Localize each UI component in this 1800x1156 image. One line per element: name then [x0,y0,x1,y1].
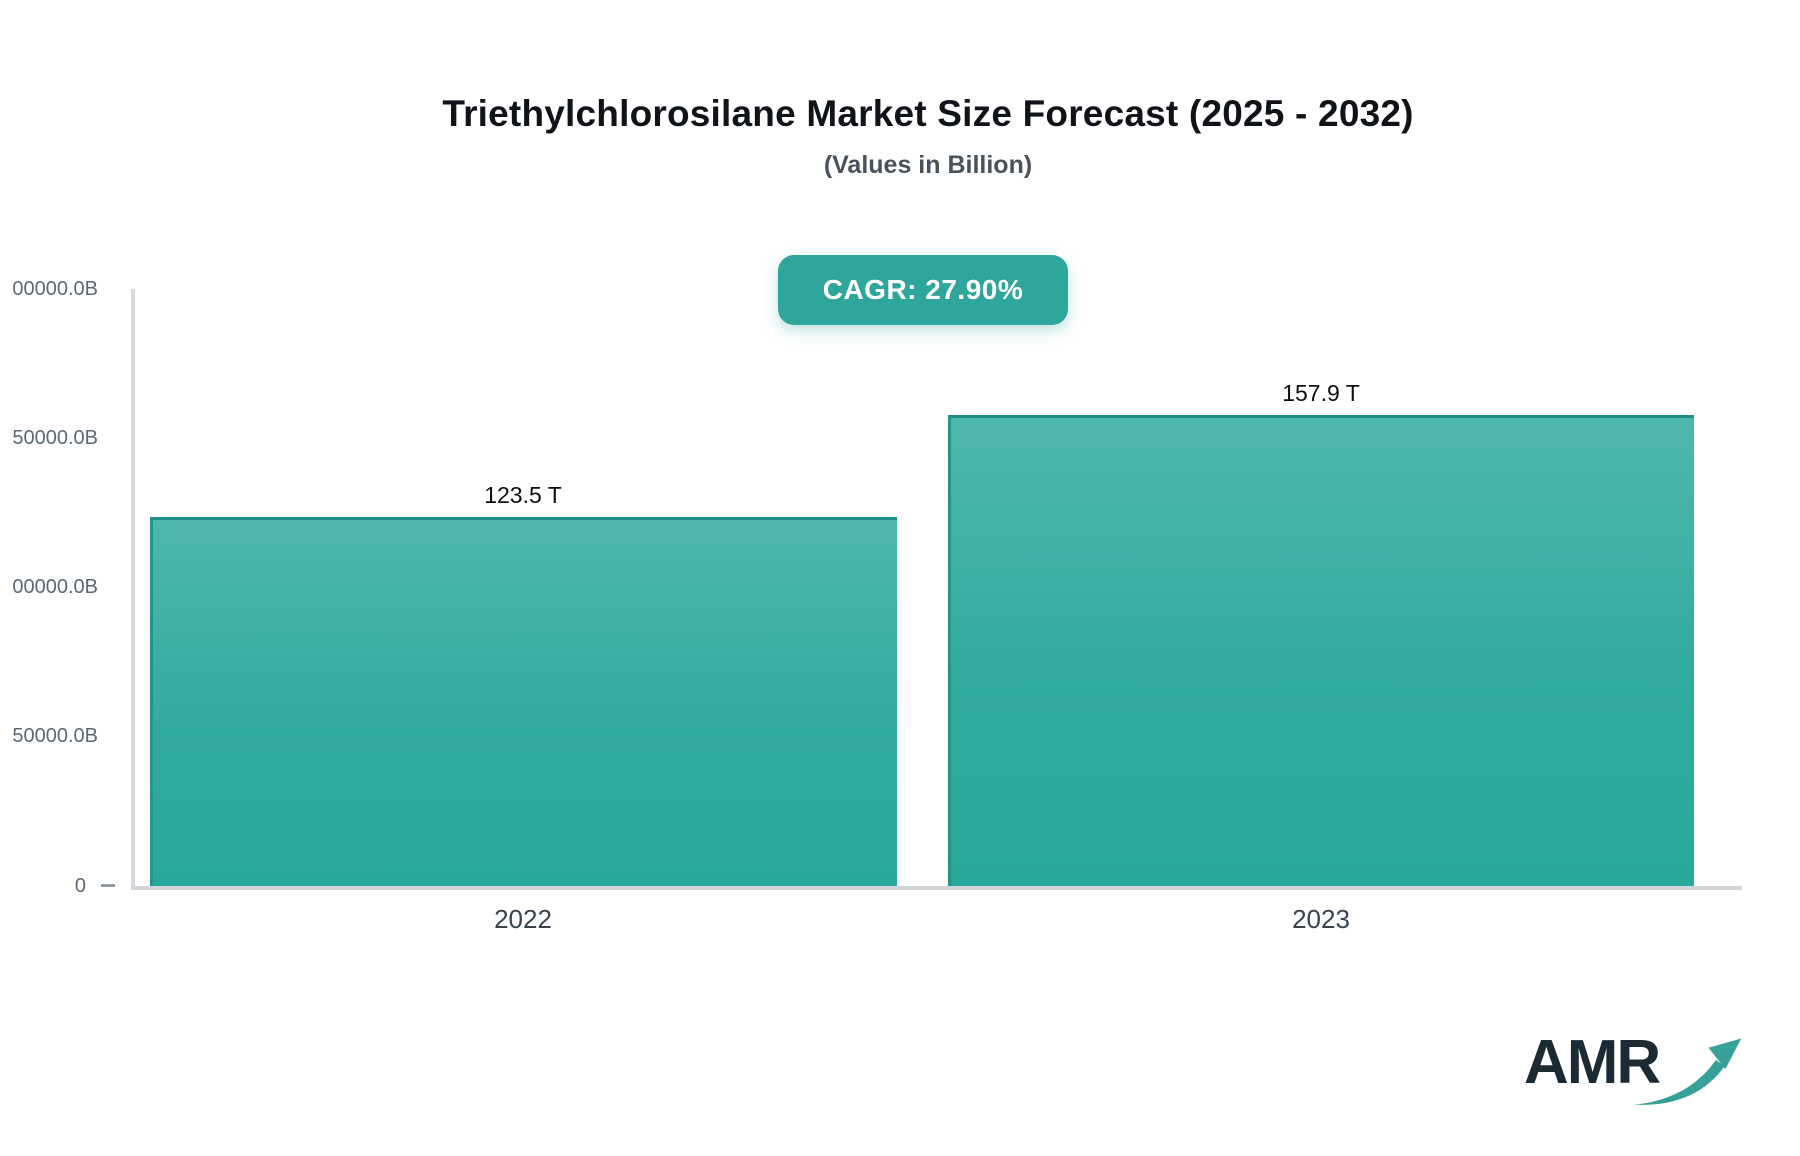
x-axis [131,886,1742,890]
bar-value-label: 123.5 T [484,482,562,508]
y-tick-label: 0 [74,875,86,897]
y-tick-label: 00000.0B [12,278,98,300]
bar [948,415,1694,886]
growth-arrow-icon [1633,1038,1742,1105]
page-title: Triethylchlorosilane Market Size Forecas… [442,93,1414,134]
y-tick-label: 00000.0B [12,576,98,598]
chart-header: Triethylchlorosilane Market Size Forecas… [56,92,1800,180]
cagr-badge-label: CAGR: 27.90% [822,274,1024,305]
bar-value-label: 157.9 T [1282,380,1360,406]
cagr-badge: CAGR: 27.90% [778,255,1068,325]
zero-tick-mark [101,884,115,887]
y-axis [131,289,135,890]
page-subtitle: (Values in Billion) [823,151,1033,179]
y-tick-label: 50000.0B [12,725,98,747]
x-tick-label: 2023 [1292,904,1350,934]
bar [150,517,897,886]
x-tick-label: 2022 [494,904,552,934]
amr-logo-text: AMR [1524,1028,1661,1097]
y-tick-label: 50000.0B [12,427,98,449]
amr-logo: AMR [1524,1026,1744,1118]
